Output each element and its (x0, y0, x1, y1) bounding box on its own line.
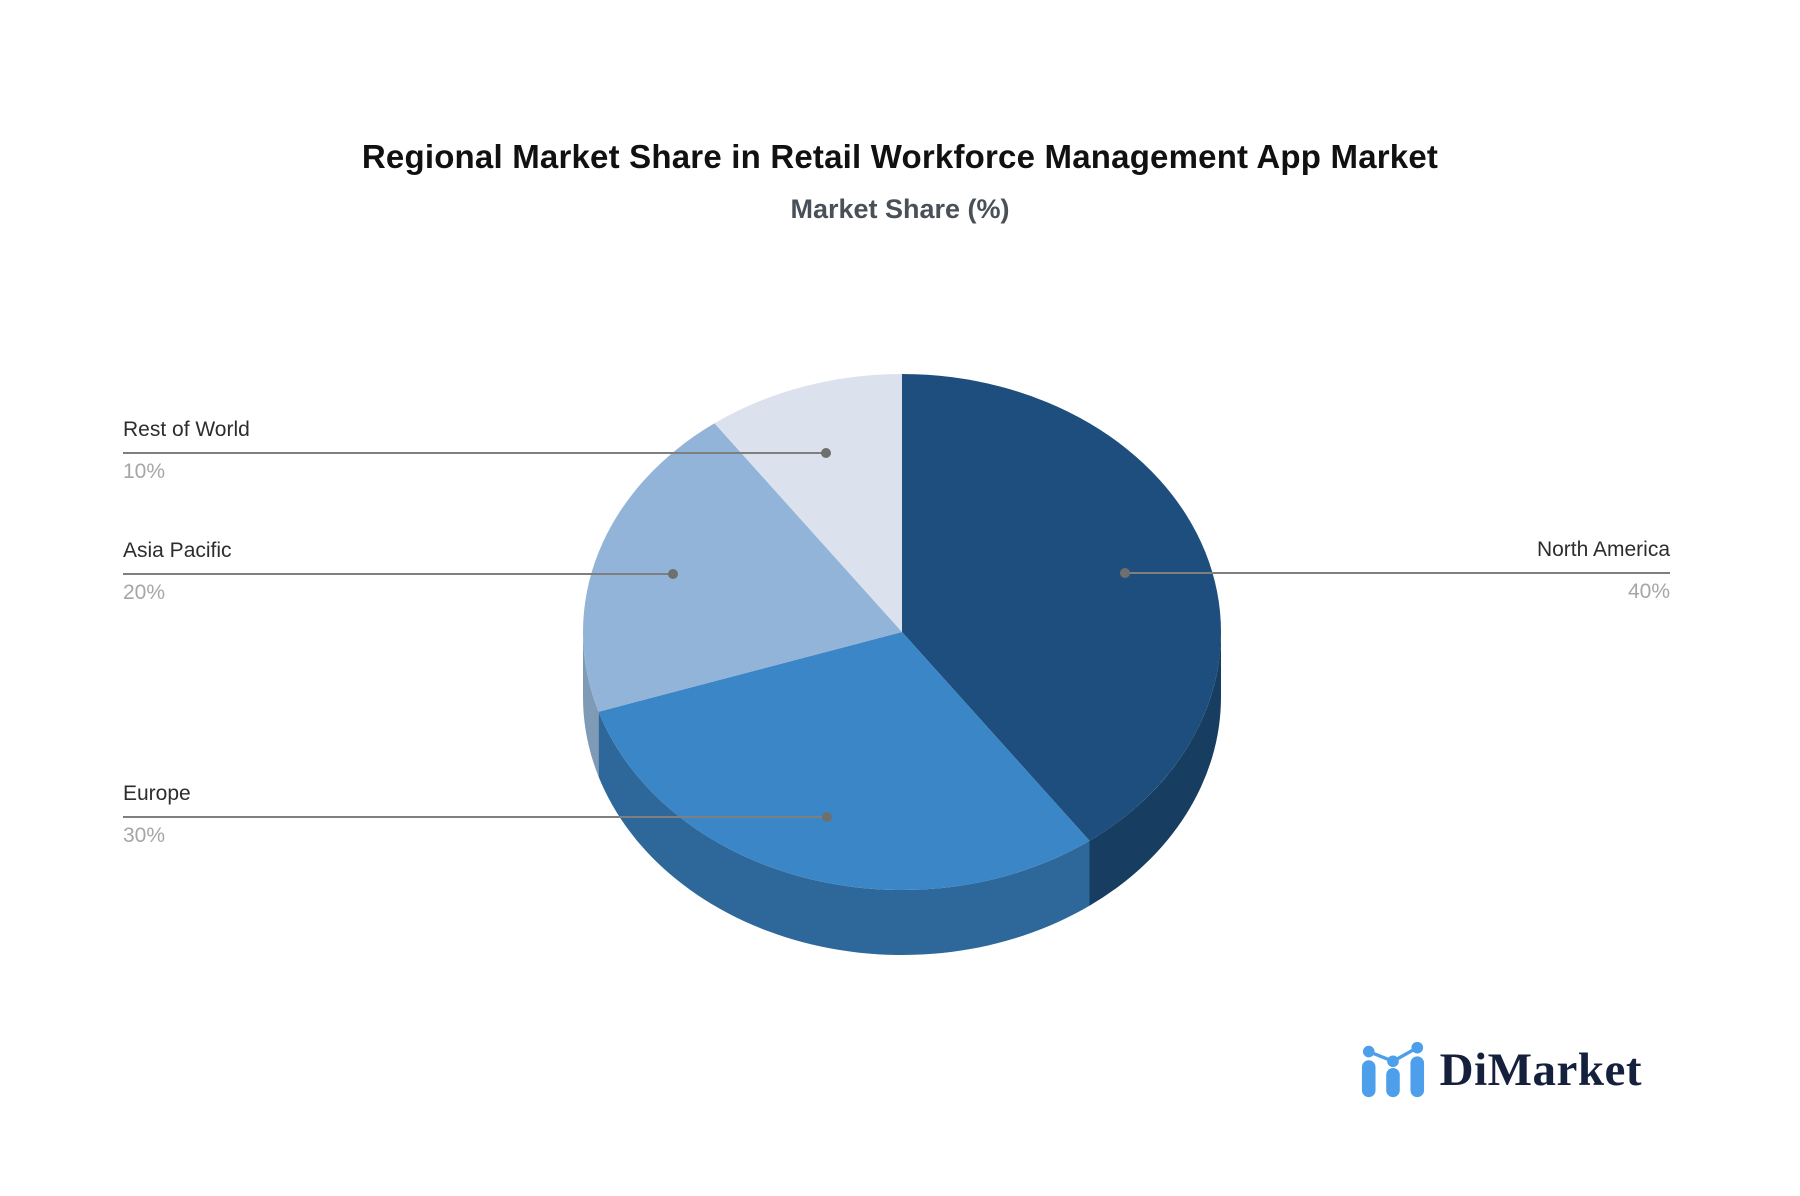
pie-slice-europe (598, 632, 1090, 891)
slice-label-name: Asia Pacific (123, 539, 232, 562)
slice-label-value: 30% (123, 824, 166, 847)
pie-slice-rest-of-world (714, 374, 902, 632)
brand-logo: DiMarket (1360, 1040, 1642, 1100)
pie-slice-north-america (902, 374, 1222, 841)
logo-text: DiMarket (1439, 1044, 1642, 1096)
chart-subtitle: Market Share (%) (790, 194, 1010, 224)
slice-label-name: North America (1536, 538, 1670, 561)
slice-label-north-america: North America 40% (1537, 539, 1670, 603)
pie-side-asia-pacific (582, 632, 599, 777)
slice-label-value: 20% (123, 581, 166, 604)
label-connector-dot (668, 569, 678, 579)
pie-side-europe (598, 711, 1090, 956)
label-connector-dot (1120, 568, 1130, 578)
slice-label-name: Rest of World (123, 418, 250, 441)
label-connector-dot (822, 812, 832, 822)
slice-label-europe: Europe 30% (123, 783, 191, 847)
label-connector-dot (821, 448, 831, 458)
pie-side-north-america (1089, 632, 1221, 906)
slice-label-asia-pacific: Asia Pacific 20% (123, 540, 232, 604)
logo-bars-trend-icon (1361, 1042, 1424, 1098)
pie-slice-asia-pacific (582, 423, 902, 712)
chart-title: Regional Market Share in Retail Workforc… (361, 138, 1439, 175)
slice-label-value: 10% (123, 460, 166, 483)
slice-label-name: Europe (123, 782, 191, 805)
slice-label-rest-of-world: Rest of World 10% (123, 419, 250, 483)
slice-label-value: 40% (1627, 580, 1670, 603)
